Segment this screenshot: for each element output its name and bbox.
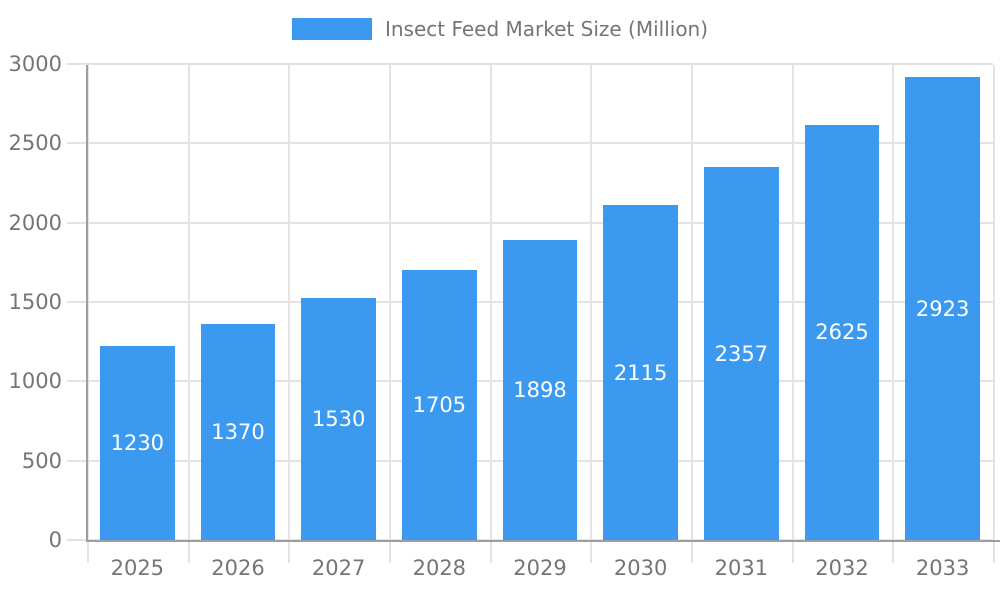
bar[interactable]: 1370 [200, 323, 276, 541]
y-tick-label: 3000 [8, 52, 62, 76]
legend[interactable]: Insect Feed Market Size (Million) [0, 17, 1000, 41]
y-tick-label: 2000 [8, 210, 62, 235]
y-tick-label: 2500 [8, 131, 62, 156]
bar[interactable]: 1898 [502, 239, 578, 541]
gridline-v [388, 65, 391, 563]
gridline-v [791, 65, 794, 563]
bar[interactable]: 2625 [804, 124, 880, 541]
gridline-v [690, 65, 693, 563]
bar-value-label: 2357 [714, 341, 769, 366]
bar-value-label: 1230 [110, 430, 165, 455]
x-tick-label: 2025 [110, 556, 165, 580]
gridline-v [288, 65, 291, 563]
bar[interactable]: 2115 [603, 205, 679, 541]
gridline-v [892, 65, 895, 563]
x-tick-label: 2026 [211, 556, 265, 580]
x-tick-label: 2031 [714, 556, 769, 580]
bar-value-label: 1898 [513, 377, 567, 402]
gridline-h [67, 221, 993, 224]
bar-value-label: 2923 [915, 296, 970, 321]
y-tick-label: 0 [48, 528, 62, 552]
plot-area: 1230 1370 1530 1705 1898 2115 2357 2625 2923 [67, 63, 1000, 563]
gridline-h [67, 142, 993, 145]
bar-value-label: 1370 [211, 419, 265, 444]
x-tick-label: 2028 [412, 556, 467, 580]
y-tick-label: 1000 [8, 369, 62, 394]
bar-value-label: 1530 [311, 407, 366, 432]
bar[interactable]: 2357 [703, 167, 779, 541]
bar-value-label: 2625 [815, 320, 869, 345]
y-axis-line [86, 65, 88, 541]
gridline-v [590, 65, 593, 563]
gridline-v [489, 65, 492, 563]
gridline-h [67, 63, 993, 65]
x-tick-label: 2027 [311, 556, 366, 580]
y-tick-label: 1500 [8, 290, 62, 314]
x-tick-label: 2033 [915, 556, 970, 580]
gridline-v [187, 65, 190, 563]
bar[interactable]: 1530 [301, 298, 377, 541]
y-tick-label: 500 [21, 448, 62, 473]
bar[interactable]: 2923 [905, 77, 981, 541]
x-axis-line [86, 540, 1000, 542]
gridline-v [993, 65, 995, 563]
legend-label: Insect Feed Market Size (Million) [384, 17, 709, 41]
legend-swatch [291, 18, 372, 40]
x-tick-label: 2032 [815, 556, 869, 580]
x-tick-label: 2030 [613, 556, 668, 580]
gridline-v [87, 65, 89, 563]
bar-value-label: 1705 [412, 393, 467, 418]
bar[interactable]: 1230 [99, 345, 175, 541]
bar-value-label: 2115 [613, 360, 668, 385]
x-tick-label: 2029 [513, 556, 567, 580]
bar[interactable]: 1705 [401, 270, 477, 541]
